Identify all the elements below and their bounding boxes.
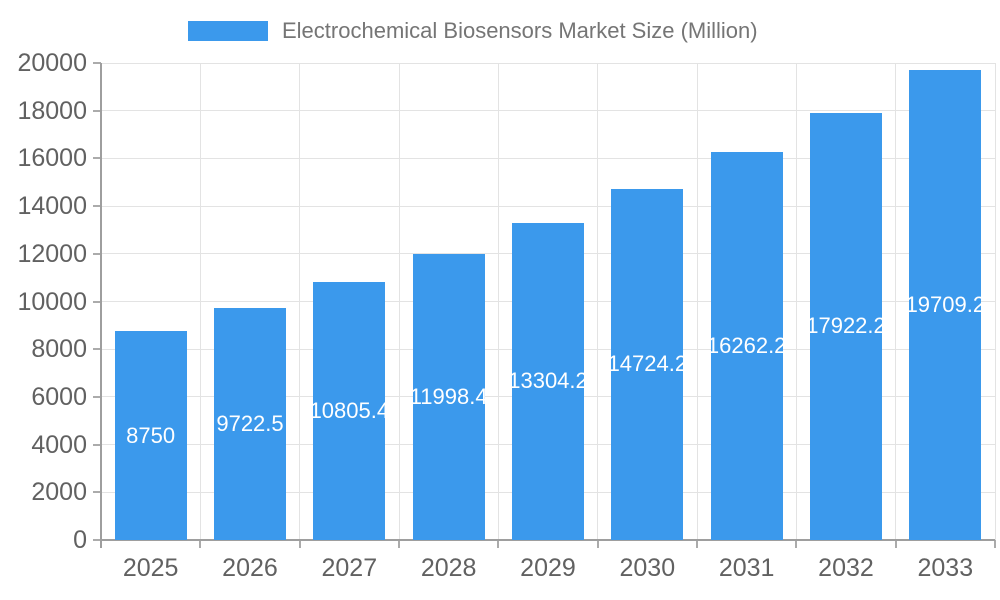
y-axis-tick-label: 6000 [31,382,87,411]
x-axis-tick [298,540,301,548]
x-axis-tick-label: 2028 [420,554,477,582]
h-gridline [101,110,995,112]
v-gridline [398,63,400,540]
y-axis-tick-label: 8000 [31,335,87,364]
y-axis-tick-label: 2000 [31,478,87,507]
y-axis-tick [93,443,101,446]
bar-value-label: 16262.2 [710,333,783,359]
y-axis-tick [93,109,101,112]
x-axis-line [101,539,995,541]
v-gridline [895,63,897,540]
y-axis-tick [93,395,101,398]
x-axis-tick [596,540,599,548]
h-gridline [101,62,995,64]
bar-value-label: 17922.2 [810,313,882,339]
y-axis-line [100,63,102,548]
x-axis-tick [497,540,500,548]
v-gridline [199,63,201,540]
bar-value-label: 10805.4 [313,398,386,424]
x-axis-tick-label: 2031 [718,554,775,582]
bar[interactable]: 9722.5 [214,308,286,540]
bar[interactable]: 11998.4 [412,253,485,540]
x-axis-tick [894,540,897,548]
x-axis-tick [994,540,996,548]
bar[interactable]: 13304.2 [512,222,584,540]
bar[interactable]: 14724.2 [611,188,684,540]
y-axis-tick-label: 4000 [31,430,87,459]
h-gridline [101,205,995,207]
x-axis-tick-label: 2025 [122,554,179,582]
y-axis-tick-label: 10000 [17,287,87,316]
bar[interactable]: 17922.2 [810,112,882,540]
v-gridline [795,63,797,540]
v-gridline [497,63,499,540]
legend-swatch [188,21,268,41]
x-axis-tick-label: 2030 [619,554,676,582]
y-axis-tick [93,491,101,494]
x-axis-tick [696,540,698,548]
y-axis-tick [93,62,101,64]
y-axis-tick [93,157,101,160]
x-axis-tick [398,540,400,548]
bar[interactable]: 19709.2 [909,69,982,540]
bar-value-label: 19709.2 [909,291,982,317]
bar-value-label: 8750 [126,422,176,448]
legend-label: Electrochemical Biosensors Market Size (… [282,18,758,43]
x-axis-tick [795,540,798,548]
v-gridline [597,63,599,540]
y-axis-tick [93,252,101,255]
x-axis-tick-label: 2026 [222,554,278,582]
bar[interactable]: 10805.4 [313,282,386,540]
bar-value-label: 14724.2 [611,351,684,377]
y-axis-tick-label: 18000 [17,96,87,125]
bar-value-label: 13304.2 [512,368,584,394]
v-gridline [299,63,301,540]
y-axis-tick-label: 20000 [17,49,87,77]
x-axis-tick [199,540,202,548]
bar-value-label: 9722.5 [216,411,284,437]
v-gridline [994,63,996,540]
x-axis-tick-label: 2033 [917,554,974,582]
y-axis-tick-label: 12000 [17,239,87,268]
bar[interactable]: 8750 [114,331,187,540]
x-axis-tick-label: 2032 [818,554,874,582]
y-axis-tick [93,539,101,541]
y-axis-tick [93,205,101,208]
y-axis-tick [93,348,101,351]
x-axis-tick-label: 2029 [520,554,576,582]
y-axis-tick-label: 14000 [17,192,87,221]
legend-item[interactable]: Electrochemical Biosensors Market Size (… [188,18,758,44]
h-gridline [101,157,995,159]
x-axis-tick-label: 2027 [321,554,378,582]
bar-value-label: 11998.4 [412,383,485,409]
y-axis-tick-label: 0 [73,526,87,554]
y-axis-tick [93,300,101,303]
v-gridline [696,63,698,540]
bar[interactable]: 16262.2 [710,152,783,540]
y-axis-tick-label: 16000 [17,144,87,173]
